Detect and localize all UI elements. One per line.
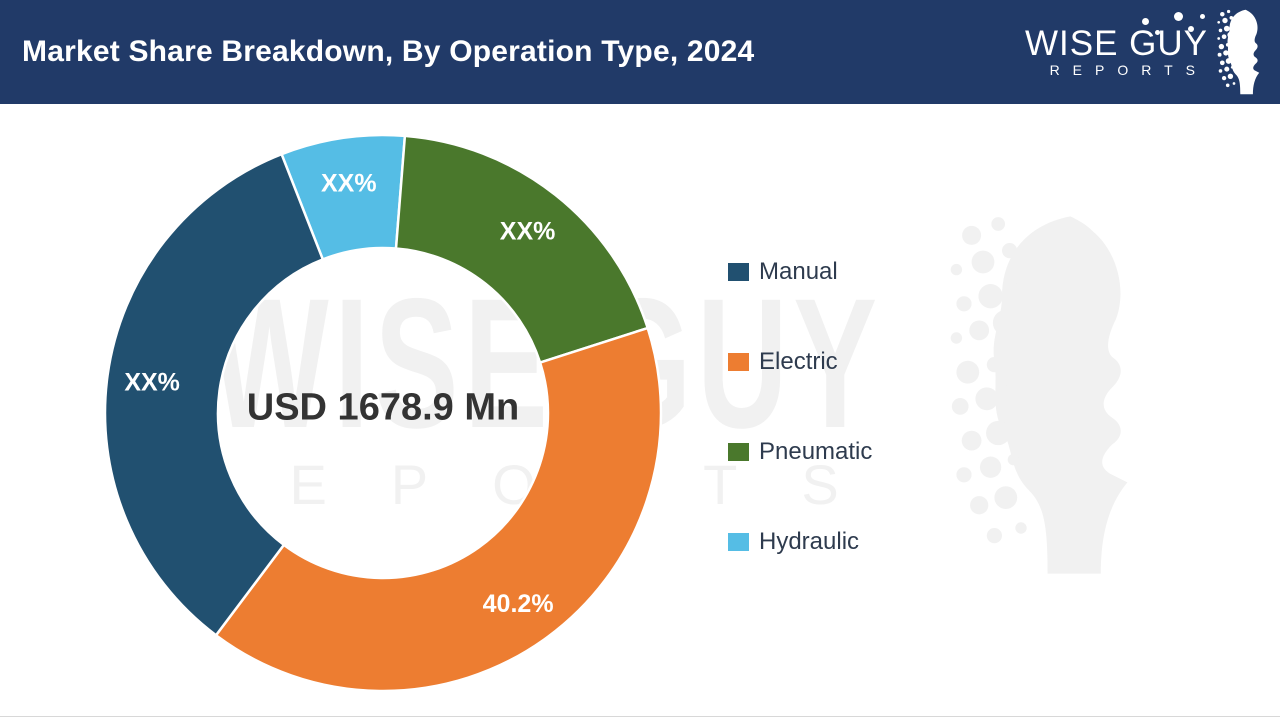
logo-dot bbox=[1174, 12, 1183, 21]
logo-dot bbox=[1142, 18, 1149, 25]
legend-label-hydraulic: Hydraulic bbox=[759, 528, 860, 555]
legend-item-hydraulic: Hydraulic bbox=[728, 528, 872, 556]
slice-value-label-manual: XX% bbox=[124, 369, 180, 397]
header-bar: Market Share Breakdown, By Operation Typ… bbox=[0, 0, 1280, 104]
legend-swatch-hydraulic bbox=[728, 533, 749, 551]
brand-logo-subtext: REPORTS bbox=[1049, 62, 1208, 78]
donut-center-value: USD 1678.9 Mn bbox=[246, 386, 520, 429]
legend-swatch-electric bbox=[728, 353, 749, 371]
slice-value-label-hydraulic: XX% bbox=[321, 170, 377, 198]
logo-dot bbox=[1200, 14, 1205, 19]
watermark-text-line2: REPORTS bbox=[185, 452, 903, 517]
donut-slice-electric bbox=[214, 326, 663, 693]
legend-item-pneumatic: Pneumatic bbox=[728, 438, 872, 466]
logo-dot bbox=[1188, 26, 1194, 32]
legend-swatch-manual bbox=[728, 263, 749, 281]
legend-label-manual: Manual bbox=[759, 258, 838, 285]
legend-label-electric: Electric bbox=[759, 348, 838, 375]
legend-item-manual: Manual bbox=[728, 258, 872, 286]
footer-rule bbox=[0, 716, 1280, 720]
logo-dot bbox=[1155, 30, 1160, 35]
slice-value-label-pneumatic: XX% bbox=[500, 217, 556, 245]
slice-value-label-electric: 40.2% bbox=[483, 590, 554, 618]
brand-face-icon bbox=[1217, 9, 1260, 95]
legend-swatch-pneumatic bbox=[728, 443, 749, 461]
legend-item-electric: Electric bbox=[728, 348, 872, 376]
page-title: Market Share Breakdown, By Operation Typ… bbox=[22, 35, 755, 68]
brand-logo: WISE GUY REPORTS bbox=[1002, 0, 1272, 104]
legend-label-pneumatic: Pneumatic bbox=[759, 438, 873, 465]
donut-slice-pneumatic bbox=[394, 134, 650, 365]
chart-legend: Manual Electric Pneumatic Hydraulic bbox=[728, 258, 872, 556]
brand-logo-text: WISE GUY bbox=[1024, 24, 1208, 63]
donut-slice-manual bbox=[103, 152, 325, 638]
